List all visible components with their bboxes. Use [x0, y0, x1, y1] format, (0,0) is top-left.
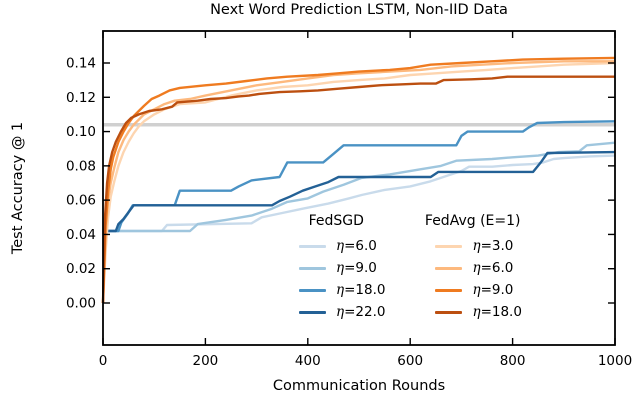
legend-line-swatch: [435, 288, 463, 292]
y-tick-label: 0.08: [66, 158, 96, 174]
plot-frame: [102, 30, 616, 346]
legend-entry: η=9.0: [423, 279, 521, 301]
x-tick-label: 200: [193, 353, 219, 369]
legend-label: η=18.0: [472, 304, 522, 320]
series-line: [103, 154, 616, 233]
series-line: [101, 60, 615, 304]
legend-line-swatch: [299, 310, 326, 314]
series-line: [103, 150, 616, 233]
y-tick-label: 0.12: [66, 90, 96, 106]
y-tick-label: 0.02: [66, 261, 96, 277]
x-tick-label: 0: [99, 353, 108, 369]
legend-label: η=18.0: [336, 282, 386, 298]
x-tick-label: 1000: [598, 353, 632, 369]
legend-label: η=3.0: [472, 238, 514, 254]
legend-line-swatch: [435, 266, 463, 270]
legend-label: η=6.0: [472, 260, 514, 276]
y-axis-label: Test Accuracy @ 1: [10, 121, 26, 255]
legend-line-swatch: [299, 266, 326, 270]
y-tick-label: 0.04: [66, 227, 96, 243]
legend-line-swatch: [435, 310, 463, 314]
y-tick-label: 0.14: [66, 56, 96, 72]
x-tick-label: 400: [295, 353, 321, 369]
legend-group: FedSGD η=6.0 η=9.0 η=18.0 η=22.0: [287, 213, 385, 323]
x-tick-label: 800: [500, 353, 526, 369]
legend-label: η=22.0: [336, 304, 386, 320]
legend-entry: η=6.0: [287, 235, 385, 257]
legend-entry: η=3.0: [423, 235, 521, 257]
legend: FedSGD η=6.0 η=9.0 η=18.0 η=22.0 FedAvg (E=1)…: [287, 213, 522, 323]
legend-line-swatch: [299, 288, 326, 292]
legend-line-swatch: [299, 244, 326, 248]
legend-label: η=9.0: [472, 282, 514, 298]
legend-group-title: FedAvg (E=1): [424, 213, 521, 229]
legend-entry: η=6.0: [423, 257, 521, 279]
legend-entry: η=22.0: [287, 301, 385, 323]
legend-entry: η=18.0: [287, 279, 385, 301]
y-tick-label: 0.10: [66, 124, 96, 140]
legend-entry: η=18.0: [423, 301, 522, 323]
legend-line-swatch: [435, 244, 463, 248]
chart-title: Next Word Prediction LSTM, Non-IID Data: [210, 2, 508, 18]
y-tick-label: 0.06: [66, 193, 96, 209]
x-axis-label: Communication Rounds: [272, 378, 446, 394]
legend-group: FedAvg (E=1) η=3.0 η=6.0 η=9.0 η=18.0: [423, 213, 522, 323]
y-tick-label: 0.00: [66, 296, 96, 312]
series-line: [101, 56, 616, 304]
series-line: [101, 75, 615, 304]
x-tick-label: 600: [397, 353, 423, 369]
legend-label: η=6.0: [336, 238, 377, 254]
legend-entry: η=9.0: [287, 257, 385, 279]
legend-group-title: FedSGD: [308, 213, 364, 229]
legend-label: η=9.0: [336, 260, 377, 276]
